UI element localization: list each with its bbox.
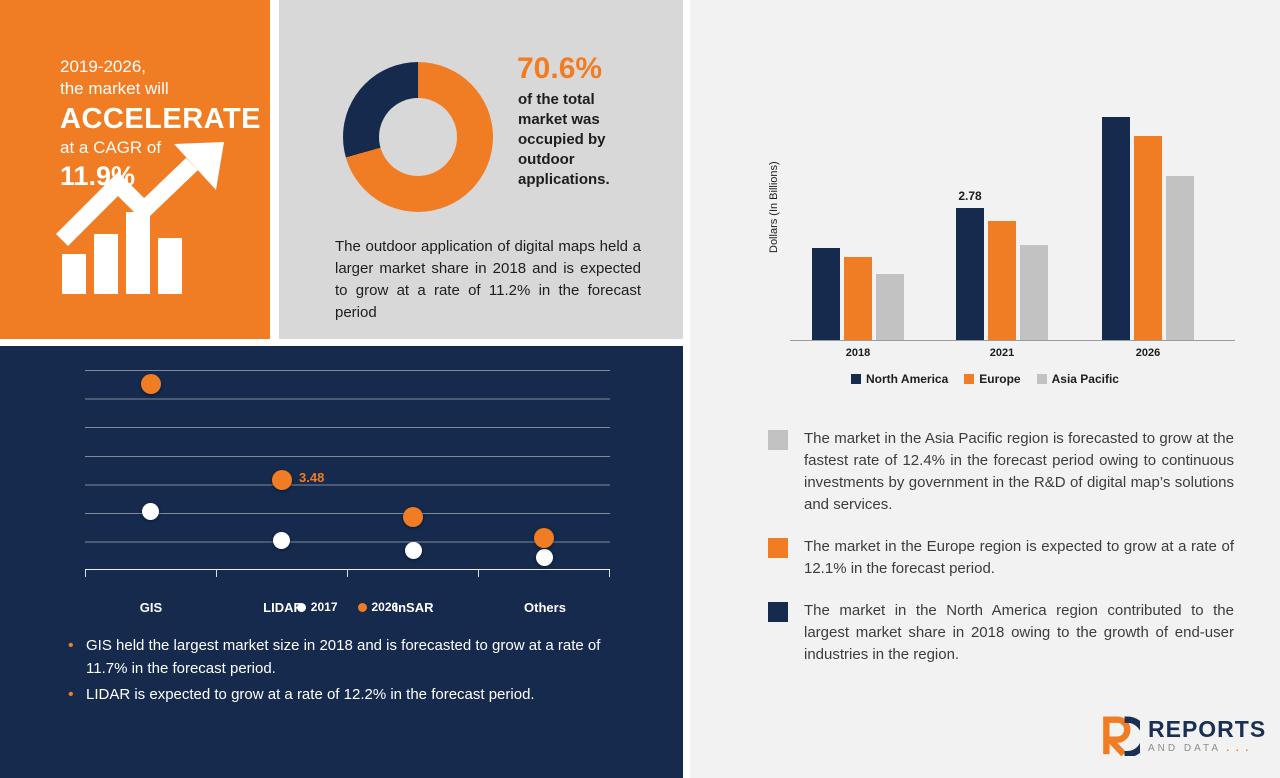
scatter-point-label: 3.48: [299, 470, 325, 485]
outdoor-share-caption: of the total market was occupied by outd…: [518, 91, 610, 188]
bar-annotation-2021: 2.78: [958, 189, 982, 203]
logo-text: REPORTS AND DATA . . .: [1148, 716, 1267, 755]
region-text-north-america: The market in the North America region c…: [804, 602, 1234, 663]
scatter-category-others: Others: [524, 600, 566, 615]
outdoor-application-panel: 70.6% of the total market was occupied b…: [279, 0, 683, 339]
cagr-line2: the market will: [60, 79, 169, 99]
legend-dot-2017: [296, 602, 306, 612]
scatter-legend: 2017 2026: [85, 600, 610, 614]
bar-north-america-2018: [812, 248, 840, 340]
x-axis-tick: [216, 570, 217, 577]
list-item: GIS held the largest market size in 2018…: [68, 634, 628, 680]
technology-panel: 3.48 GIS LIDAR InSAR Others 2017 2026 GI…: [0, 346, 683, 778]
bar-legend: North America Europe Asia Pacific: [690, 372, 1280, 386]
legend-label-north-america: North America: [866, 372, 949, 386]
bar-asia-pacific-2021: [1020, 245, 1048, 340]
list-item: The market in the North America region c…: [768, 600, 1234, 666]
logo-subtitle-dots: . . .: [1226, 743, 1251, 754]
legend-square-asia-pacific: [1036, 374, 1047, 384]
growth-arrow-icon: [56, 142, 224, 294]
legend-label-asia-pacific: Asia Pacific: [1051, 372, 1119, 386]
regional-bar-chart: 2.78 2018 2021 2026: [790, 110, 1235, 359]
cagr-statement: 2019-2026, the market will ACCELERATE at…: [60, 56, 261, 192]
regional-panel: Dollars (In Billions) 2.78 2018 2021 202…: [690, 0, 1280, 778]
legend-label-europe: Europe: [979, 372, 1021, 386]
donut-chart: [343, 62, 493, 212]
x-axis-tick: [347, 570, 348, 577]
tech-bullet-gis: GIS held the largest market size in 2018…: [86, 637, 601, 677]
scatter-category-insar: InSAR: [394, 600, 434, 615]
region-text-europe: The market in the Europe region is expec…: [804, 538, 1234, 577]
x-axis-tick: [85, 570, 86, 577]
outdoor-share-percent: 70.6%: [517, 52, 603, 85]
legend-item-europe: Europe: [964, 372, 1021, 386]
x-axis-tick: [609, 570, 610, 577]
scatter-dot-others-2026: [534, 527, 555, 548]
logo-title: REPORTS: [1148, 716, 1267, 742]
legend-item-2017: 2017: [296, 600, 338, 614]
regional-bullet-list: The market in the Asia Pacific region is…: [768, 428, 1234, 666]
bar-chart-y-axis-label: Dollars (In Billions): [768, 161, 780, 253]
scatter-dot-insar-2026: [403, 507, 424, 528]
x-axis-tick: [478, 570, 479, 577]
legend-item-north-america: North America: [851, 372, 948, 386]
region-bullet-square: [768, 602, 788, 622]
donut-hole: [379, 98, 457, 176]
list-item: The market in the Asia Pacific region is…: [768, 428, 1234, 516]
bar-category-2026: 2026: [1135, 347, 1161, 359]
cagr-line4: at a CAGR of: [60, 138, 162, 158]
legend-item-2026: 2026: [357, 600, 399, 614]
scatter-category-gis: GIS: [139, 600, 163, 615]
scatter-dot-insar-2017: [404, 542, 422, 560]
cagr-panel: 2019-2026, the market will ACCELERATE at…: [0, 0, 270, 339]
legend-item-asia-pacific: Asia Pacific: [1036, 372, 1119, 386]
cagr-emphasis: ACCELERATE: [60, 102, 262, 135]
scatter-dot-others-2017: [535, 548, 553, 566]
bar-asia-pacific-2018: [876, 274, 904, 340]
region-bullet-square: [768, 538, 788, 558]
logo-subtitle-text: AND DATA: [1148, 743, 1221, 754]
legend-label-2026: 2026: [371, 600, 399, 614]
list-item: The market in the Europe region is expec…: [768, 536, 1234, 580]
outdoor-paragraph: The outdoor application of digital maps …: [335, 238, 641, 321]
reports-and-data-logo: REPORTS AND DATA . . .: [1100, 716, 1266, 756]
scatter-dot-gis-2026: [140, 374, 161, 395]
bar-category-2018: 2018: [845, 347, 871, 359]
cagr-period: 2019-2026,: [60, 57, 147, 76]
scatter-dot-lidar-2017: [273, 531, 291, 549]
bar-group-2026: [1102, 117, 1194, 340]
legend-dot-2026: [357, 602, 367, 612]
list-item: LIDAR is expected to grow at a rate of 1…: [68, 683, 628, 706]
region-bullet-square: [768, 430, 788, 450]
scatter-dot-lidar-2026: [271, 470, 292, 491]
scatter-category-lidar: LIDAR: [263, 600, 303, 615]
bar-north-america-2026: [1102, 117, 1130, 340]
scatter-plot: 3.48 GIS LIDAR InSAR Others: [85, 370, 610, 615]
bar-europe-2021: [988, 221, 1016, 340]
legend-square-europe: [964, 374, 975, 384]
scatter-dot-gis-2017: [142, 503, 160, 521]
technology-bullet-list: GIS held the largest market size in 2018…: [68, 634, 628, 709]
logo-mark-icon: [1102, 716, 1140, 756]
region-text-asia-pacific: The market in the Asia Pacific region is…: [804, 430, 1234, 513]
legend-label-2017: 2017: [310, 600, 338, 614]
bar-category-2021: 2021: [989, 347, 1015, 359]
bar-north-america-2021: [956, 208, 984, 340]
legend-square-north-america: [851, 374, 862, 384]
bar-europe-2026: [1134, 136, 1162, 340]
logo-subtitle: AND DATA . . .: [1148, 743, 1266, 754]
bar-group-2018: [812, 248, 904, 340]
bar-group-2021: [956, 208, 1048, 340]
tech-bullet-lidar: LIDAR is expected to grow at a rate of 1…: [86, 686, 535, 703]
bar-asia-pacific-2026: [1166, 176, 1194, 340]
bar-europe-2018: [844, 257, 872, 340]
